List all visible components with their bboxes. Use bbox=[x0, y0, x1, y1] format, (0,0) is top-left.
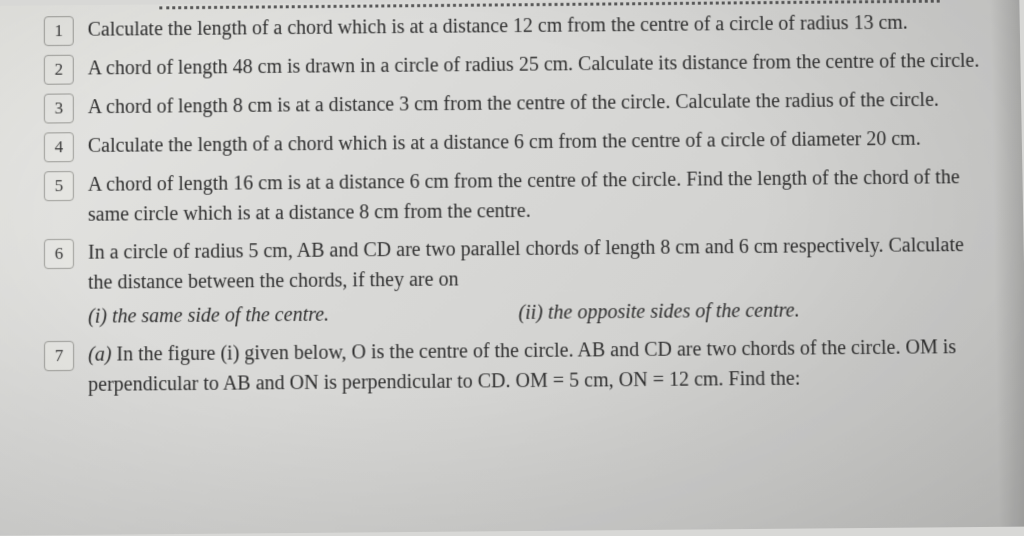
q6-sub-i: (i) the same side of the centre. bbox=[88, 298, 519, 332]
q7-main: In the figure (i) given below, O is the … bbox=[88, 336, 956, 396]
qnum-2: 2 bbox=[44, 55, 74, 85]
qnum-4: 4 bbox=[44, 132, 74, 162]
question-6: 6 In a circle of radius 5 cm, AB and CD … bbox=[40, 230, 985, 332]
qtext-5: A chord of length 16 cm is at a distance… bbox=[88, 162, 983, 230]
qtext-6: In a circle of radius 5 cm, AB and CD ar… bbox=[88, 230, 985, 332]
qnum-box: 3 bbox=[40, 92, 78, 123]
qnum-box: 6 bbox=[40, 238, 78, 269]
qnum-box: 7 bbox=[40, 340, 78, 371]
qtext-1: Calculate the length of a chord which is… bbox=[88, 7, 980, 44]
textbook-page: 1 Calculate the length of a chord which … bbox=[0, 0, 1024, 536]
qnum-box: 5 bbox=[40, 170, 78, 201]
question-3: 3 A chord of length 8 cm is at a distanc… bbox=[40, 85, 982, 124]
qnum-6: 6 bbox=[44, 239, 74, 269]
question-7: 7 (a) In the figure (i) given below, O i… bbox=[40, 332, 986, 400]
question-1: 1 Calculate the length of a chord which … bbox=[40, 7, 980, 46]
q7-label-a: (a) bbox=[88, 344, 111, 366]
qtext-2: A chord of length 48 cm is drawn in a ci… bbox=[88, 46, 981, 84]
qnum-3: 3 bbox=[44, 93, 74, 123]
question-2: 2 A chord of length 48 cm is drawn in a … bbox=[40, 46, 981, 85]
q6-sub-ii: (ii) the opposite sides of the centre. bbox=[518, 294, 985, 328]
qnum-5: 5 bbox=[44, 171, 74, 201]
qtext-7: (a) In the figure (i) given below, O is … bbox=[88, 332, 986, 400]
question-5: 5 A chord of length 16 cm is at a distan… bbox=[40, 162, 983, 230]
qtext-3: A chord of length 8 cm is at a distance … bbox=[88, 85, 982, 123]
qnum-7: 7 bbox=[44, 341, 74, 371]
qnum-1: 1 bbox=[44, 16, 74, 46]
qnum-box: 4 bbox=[40, 131, 78, 162]
qnum-box: 2 bbox=[40, 54, 78, 85]
question-4: 4 Calculate the length of a chord which … bbox=[40, 123, 982, 162]
q6-subparts: (i) the same side of the centre. (ii) th… bbox=[88, 294, 985, 332]
qtext-6-main: In a circle of radius 5 cm, AB and CD ar… bbox=[88, 234, 964, 294]
qtext-4: Calculate the length of a chord which is… bbox=[88, 123, 982, 161]
qnum-box: 1 bbox=[40, 15, 78, 46]
page-edge-shadow bbox=[989, 0, 1024, 527]
